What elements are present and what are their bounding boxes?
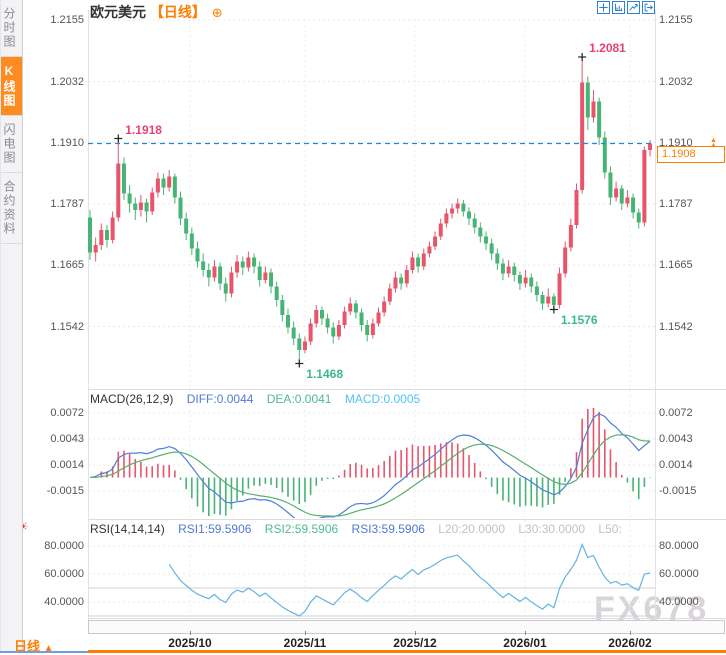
price-axis-label-right: 80.0000 xyxy=(659,540,699,552)
price-axis-label-left: 1.1542 xyxy=(50,320,84,333)
period-selector-label: 日线 xyxy=(14,639,41,654)
x-axis-tick xyxy=(630,631,631,635)
symbol-name: 欧元美元 xyxy=(90,4,146,20)
x-axis-month-label: 2025/12 xyxy=(393,636,437,650)
price-axis-label-left: 0.0014 xyxy=(50,459,84,471)
x-axis-month-label: 2026/02 xyxy=(608,636,652,650)
trend-line-icon[interactable] xyxy=(627,1,640,14)
price-axis-label-right: 1.2155 xyxy=(659,14,693,26)
rsi-l20-value: L20:20.0000 xyxy=(438,522,505,536)
x-axis-month-label: 2025/10 xyxy=(168,636,212,650)
macd-name: MACD(26,12,9) xyxy=(90,392,174,406)
sidebar-item-timeshare[interactable]: 分时图 xyxy=(1,0,22,57)
x-axis-tick xyxy=(525,631,526,635)
rsi-header: RSI(14,14,14) RSI1:59.5906 RSI2:59.5906 … xyxy=(90,522,622,536)
macd-header: MACD(26,12,9) DIFF:0.0044 DEA:0.0041 MAC… xyxy=(90,392,420,406)
price-axis-label-right: 40.0000 xyxy=(659,596,699,608)
period-selector[interactable]: 日线 ▲ xyxy=(14,636,54,655)
price-axis-label-right: -0.0015 xyxy=(659,485,697,497)
rsi1-value: RSI1:59.5906 xyxy=(178,522,252,536)
price-axis-label-left: 1.1665 xyxy=(50,259,84,271)
high-price-annotation: 1.1918 xyxy=(125,122,162,137)
current-price-label: 1.1908 xyxy=(657,146,725,163)
x-axis-month-label: 2025/11 xyxy=(283,636,327,650)
price-axis-label-right: 0.0014 xyxy=(659,459,693,471)
chart-title: 欧元美元 【日线】 ⊕ xyxy=(90,2,223,22)
period-arrow-icon: ▲ xyxy=(43,643,54,654)
axis-scale-icon[interactable] xyxy=(612,1,625,14)
rsi-l30-value: L30:30.0000 xyxy=(518,522,586,536)
horizontal-scrollbar[interactable] xyxy=(88,620,725,634)
low-price-annotation: 1.1468 xyxy=(306,366,343,381)
period-label: 【日线】 xyxy=(149,4,206,20)
price-axis-label-right: 60.0000 xyxy=(659,568,699,580)
rsi-bottom-border xyxy=(88,618,726,619)
sidebar-item-contract-info[interactable]: 合约资料 xyxy=(1,173,22,244)
sidebar-item-lightning[interactable]: 闪电图 xyxy=(1,116,22,173)
sidebar: 分时图 K线图 闪电图 合约资料 xyxy=(0,0,23,653)
price-axis-label-left: 1.2155 xyxy=(50,14,84,26)
price-axis-label-right: 1.1787 xyxy=(659,198,693,210)
price-axis-label-left: 0.0043 xyxy=(50,433,84,445)
macd-diff-value: DIFF:0.0044 xyxy=(186,392,254,406)
price-axis-label-left: 80.0000 xyxy=(44,540,84,552)
x-axis-month-label: 2026/01 xyxy=(503,636,547,650)
price-axis-label-right: 0.0072 xyxy=(659,407,693,419)
rsi-name: RSI(14,14,14) xyxy=(90,522,165,536)
latest-price-arrow-icon[interactable]: ▲ ▲ xyxy=(710,137,717,149)
macd-rsi-separator xyxy=(88,519,726,520)
sidebar-item-kline[interactable]: K线图 xyxy=(1,57,22,116)
x-axis-tick xyxy=(415,631,416,635)
rsi-l50-value: L50: xyxy=(598,522,622,536)
x-axis-tick xyxy=(190,631,191,635)
crosshair-icon[interactable] xyxy=(597,1,610,14)
price-axis-label-right: 0.0043 xyxy=(659,433,693,445)
low-price-annotation: 1.1576 xyxy=(560,312,598,327)
price-axis-label-left: -0.0015 xyxy=(46,485,84,497)
bottom-strip-left xyxy=(0,651,88,653)
price-axis-label-right: 1.2032 xyxy=(659,75,693,88)
main-macd-separator xyxy=(88,389,726,390)
macd-dea-value: DEA:0.0041 xyxy=(266,392,332,406)
rsi2-value: RSI2:59.5906 xyxy=(264,522,339,536)
price-axis-label-left: 60.0000 xyxy=(44,568,84,580)
price-axis-label-left: 1.1910 xyxy=(50,136,84,149)
rsi3-value: RSI3:59.5906 xyxy=(351,522,425,536)
x-axis-tick xyxy=(305,631,306,635)
price-axis-label-right: 1.1542 xyxy=(659,320,693,333)
price-axis-label-left: 0.0072 xyxy=(50,407,84,419)
price-axis-label-right: 1.1665 xyxy=(659,259,693,271)
detach-window-icon[interactable] xyxy=(642,1,655,14)
price-axis-label-right: 1.1910 xyxy=(659,136,693,149)
add-indicator-icon[interactable]: ⊕ xyxy=(211,5,223,20)
macd-hist-value: MACD:0.0005 xyxy=(344,392,421,406)
bottom-strip-right xyxy=(88,650,726,653)
price-axis-label-left: 40.0000 xyxy=(44,596,84,608)
high-price-annotation: 1.2081 xyxy=(589,41,626,55)
price-axis-label-left: 1.1787 xyxy=(50,198,84,210)
panel-left-border xyxy=(88,10,89,634)
chart-toolbar xyxy=(597,1,655,14)
price-axis-label-left: 1.2032 xyxy=(50,75,84,88)
panel-right-border xyxy=(655,10,656,634)
